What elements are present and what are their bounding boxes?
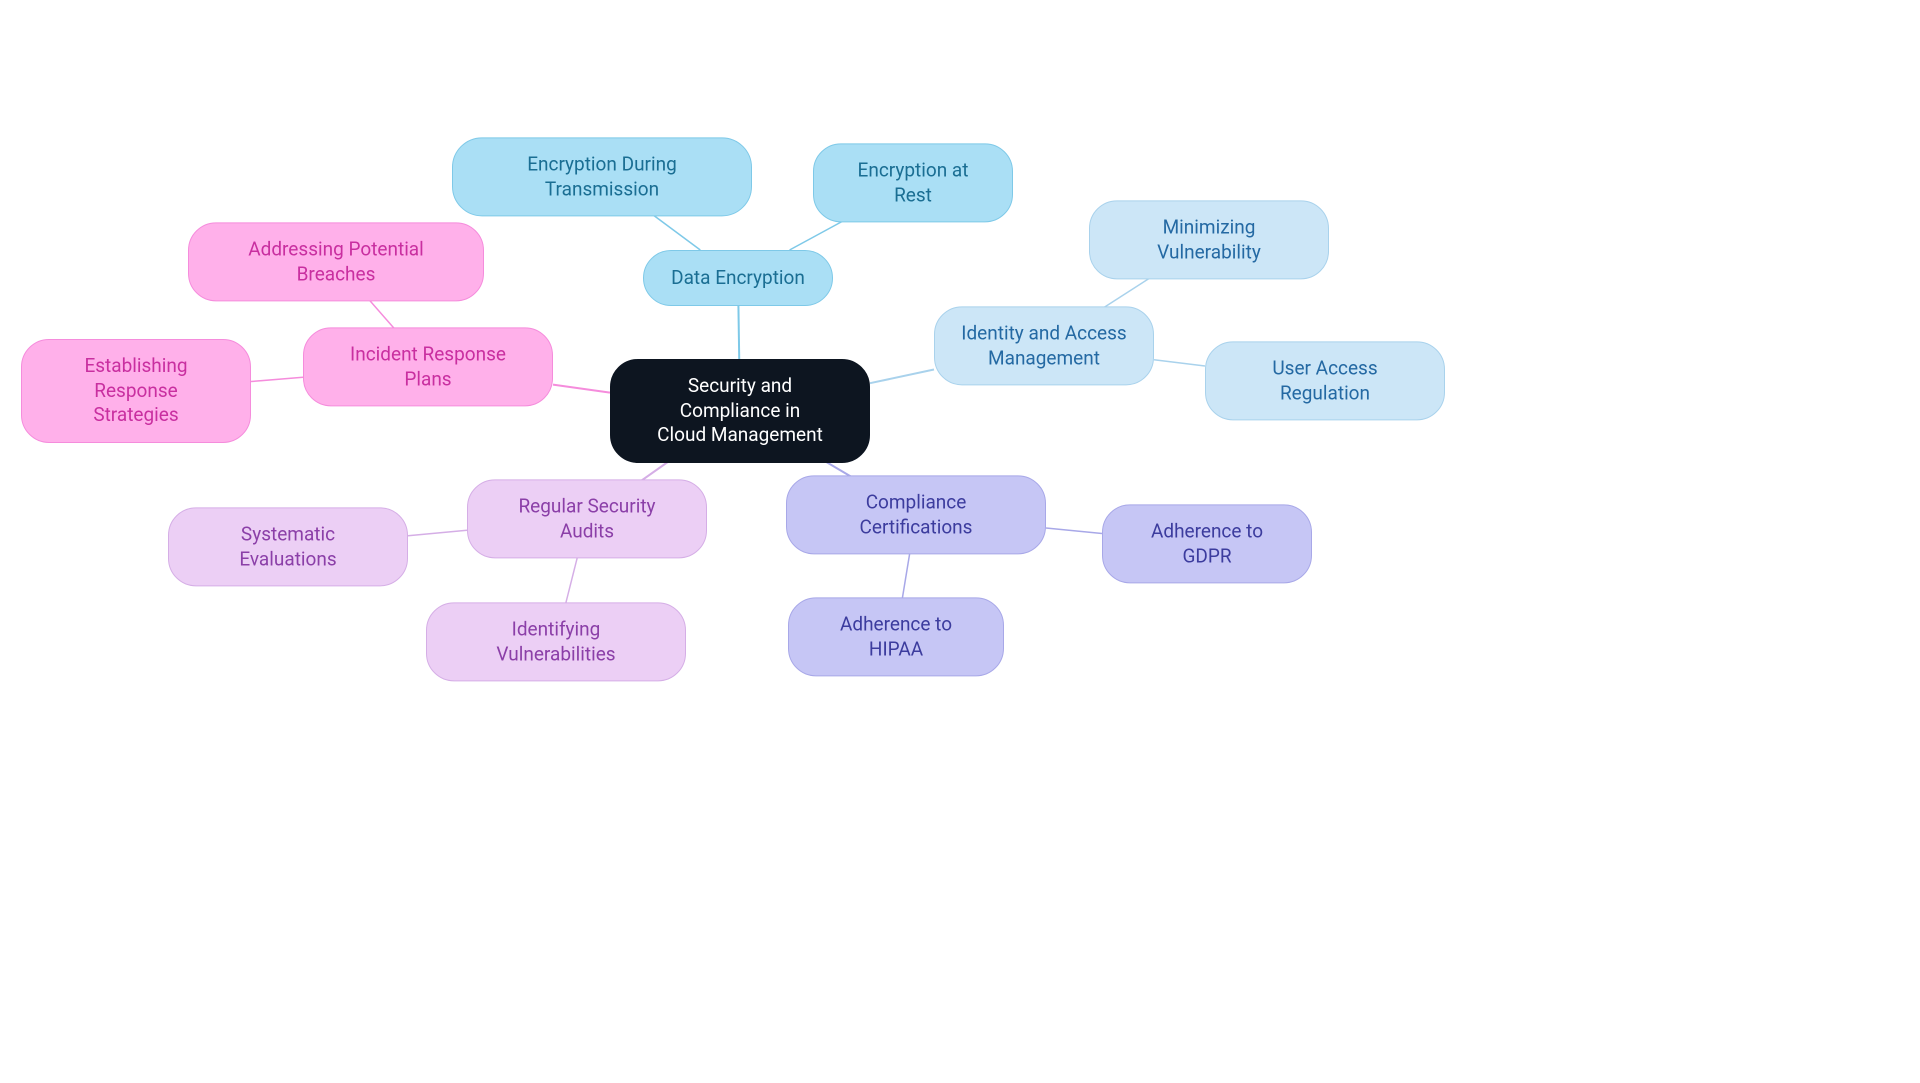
mindmap-node-compliance: Compliance Certifications [786,475,1046,554]
node-label: Encryption During Transmission [479,152,725,201]
edge [870,370,934,384]
mindmap-node-enc-trans: Encryption During Transmission [452,137,752,216]
mindmap-node-dataenc: Data Encryption [643,250,833,306]
mindmap-node-hipaa: Adherence to HIPAA [788,597,1004,676]
node-label: Addressing Potential Breaches [215,237,457,286]
mindmap-node-audits: Regular Security Audits [467,479,707,558]
node-label: Incident Response Plans [330,342,526,391]
mindmap-node-breaches: Addressing Potential Breaches [188,222,484,301]
mindmap-node-enc-rest: Encryption at Rest [813,143,1013,222]
node-label: User Access Regulation [1232,356,1418,405]
node-label: Adherence to HIPAA [815,612,977,661]
node-label: Systematic Evaluations [195,522,381,571]
node-label: Regular Security Audits [494,494,680,543]
node-label: Adherence to GDPR [1129,519,1285,568]
edge [1154,360,1205,366]
node-label: Establishing Response Strategies [48,354,224,428]
mindmap-node-incident: Incident Response Plans [303,327,553,406]
edge [408,530,467,536]
mindmap-node-strategies: Establishing Response Strategies [21,339,251,443]
mindmap-node-ident-vuln: Identifying Vulnerabilities [426,602,686,681]
mindmap-node-root: Security and Compliance in Cloud Managem… [610,359,870,463]
node-label: Minimizing Vulnerability [1116,215,1302,264]
node-label: Data Encryption [671,266,805,291]
node-label: Identity and Access Management [961,321,1126,370]
node-label: Compliance Certifications [813,490,1019,539]
mindmap-node-iam: Identity and Access Management [934,306,1154,385]
mindmap-node-user-access: User Access Regulation [1205,341,1445,420]
node-label: Security and Compliance in Cloud Managem… [637,374,843,448]
edge [553,385,610,393]
edge [1046,528,1102,534]
node-label: Encryption at Rest [840,158,986,207]
mindmap-node-gdpr: Adherence to GDPR [1102,504,1312,583]
node-label: Identifying Vulnerabilities [453,617,659,666]
mindmap-node-min-vuln: Minimizing Vulnerability [1089,200,1329,279]
edge [251,377,303,381]
mindmap-node-sys-eval: Systematic Evaluations [168,507,408,586]
